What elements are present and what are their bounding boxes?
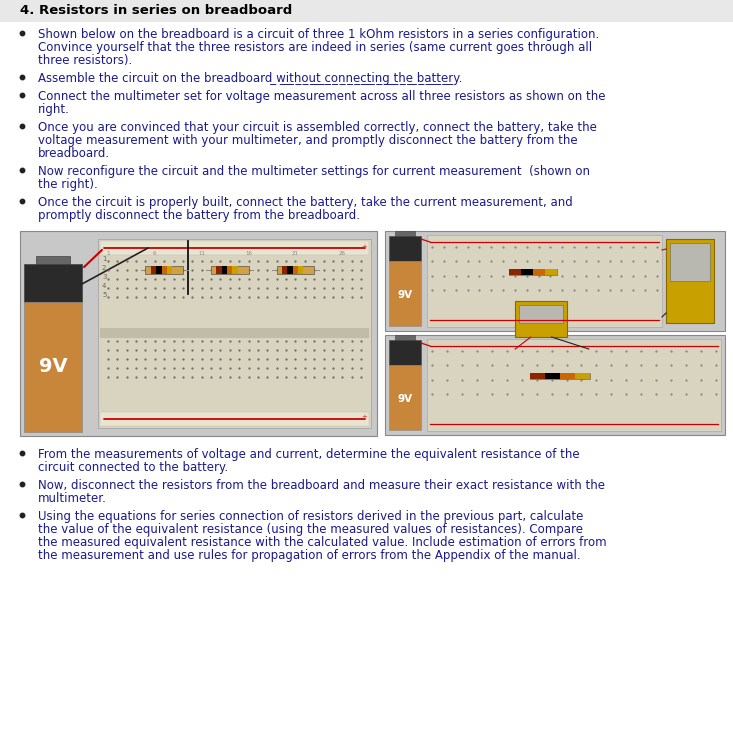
Bar <box>575 373 589 379</box>
Bar <box>216 266 222 274</box>
Bar <box>395 231 415 237</box>
Text: Shown below on the breadboard is a circuit of three 1 kOhm resistors in a series: Shown below on the breadboard is a circu… <box>38 28 600 41</box>
Bar <box>670 243 710 281</box>
Bar <box>292 266 298 274</box>
Text: the measurement and use rules for propagation of errors from the Appendix of the: the measurement and use rules for propag… <box>38 549 581 562</box>
Text: the value of the equivalent resistance (using the measured values of resistances: the value of the equivalent resistance (… <box>38 523 583 536</box>
Bar <box>560 373 575 379</box>
Text: From the measurements of voltage and current, determine the equivalent resistanc: From the measurements of voltage and cur… <box>38 448 580 461</box>
Text: the right).: the right). <box>38 178 97 191</box>
Bar <box>167 266 172 274</box>
Text: 4: 4 <box>102 283 106 289</box>
Bar <box>100 328 369 338</box>
Bar <box>521 269 533 275</box>
Bar <box>427 339 721 431</box>
Bar <box>211 266 248 274</box>
Bar <box>24 302 82 432</box>
Bar <box>389 261 421 326</box>
Text: 26: 26 <box>339 251 346 256</box>
Text: 1: 1 <box>102 256 106 262</box>
Text: promptly disconnect the battery from the breadboard.: promptly disconnect the battery from the… <box>38 209 360 222</box>
Bar <box>36 256 70 266</box>
Bar <box>232 266 237 274</box>
Bar <box>666 239 714 323</box>
Text: 21: 21 <box>292 251 299 256</box>
Text: 2: 2 <box>102 265 106 271</box>
Text: Using the equations for series connection of resistors derived in the previous p: Using the equations for series connectio… <box>38 510 583 523</box>
Bar <box>515 301 567 337</box>
Bar <box>0 0 733 22</box>
Text: 11: 11 <box>198 251 205 256</box>
Bar <box>389 366 421 430</box>
Bar <box>98 239 371 428</box>
Bar <box>100 412 369 426</box>
Text: three resistors).: three resistors). <box>38 54 132 67</box>
Bar <box>287 266 292 274</box>
Text: multimeter.: multimeter. <box>38 492 107 505</box>
Text: Now, disconnect the resistors from the breadboard and measure their exact resist: Now, disconnect the resistors from the b… <box>38 479 605 492</box>
Text: 9V: 9V <box>39 357 67 377</box>
Text: Assemble the circuit on the breadboard ̲w̲i̲t̲h̲o̲u̲t̲ ̲c̲o̲n̲n̲e̲c̲t̲i̲n̲g̲ ̲t̲: Assemble the circuit on the breadboard ̲… <box>38 72 463 85</box>
Text: 3: 3 <box>102 274 106 280</box>
Text: right.: right. <box>38 103 70 116</box>
Text: Convince yourself that the three resistors are indeed in series (same current go: Convince yourself that the three resisto… <box>38 41 592 54</box>
Text: 9V: 9V <box>397 290 413 300</box>
Bar <box>389 236 421 261</box>
Text: 4. Resistors in series on breadboard: 4. Resistors in series on breadboard <box>20 4 292 17</box>
Text: the measured equivalent resistance with the calculated value. Include estimation: the measured equivalent resistance with … <box>38 536 607 549</box>
Text: circuit connected to the battery.: circuit connected to the battery. <box>38 461 228 474</box>
Text: 6: 6 <box>153 251 157 256</box>
Text: +: + <box>361 244 367 250</box>
Bar <box>298 266 303 274</box>
Bar <box>533 269 545 275</box>
Text: +: + <box>361 414 367 420</box>
Bar <box>530 373 589 379</box>
Bar <box>145 266 183 274</box>
Text: 5: 5 <box>102 292 106 298</box>
Bar <box>509 269 556 275</box>
Bar <box>385 335 725 435</box>
Bar <box>227 266 232 274</box>
Bar <box>389 340 421 366</box>
Bar <box>156 266 161 274</box>
Bar <box>509 269 521 275</box>
Bar <box>530 373 545 379</box>
Bar <box>282 266 287 274</box>
Bar <box>24 264 82 302</box>
Bar <box>395 335 415 341</box>
Text: breadboard.: breadboard. <box>38 147 110 160</box>
Bar <box>385 231 725 331</box>
Bar <box>276 266 314 274</box>
Text: Now reconfigure the circuit and the multimeter settings for current measurement : Now reconfigure the circuit and the mult… <box>38 165 590 178</box>
Text: 9V: 9V <box>397 393 413 404</box>
Bar <box>519 305 563 323</box>
Bar <box>545 269 556 275</box>
Text: Connect the multimeter set for voltage measurement across all three resistors as: Connect the multimeter set for voltage m… <box>38 90 605 103</box>
Text: Once the circuit is properly built, connect the battery, take the current measur: Once the circuit is properly built, conn… <box>38 196 572 209</box>
Text: Once you are convinced that your circuit is assembled correctly, connect the bat: Once you are convinced that your circuit… <box>38 121 597 134</box>
Text: 16: 16 <box>245 251 252 256</box>
Bar <box>20 231 377 436</box>
Bar <box>545 373 560 379</box>
Bar <box>151 266 156 274</box>
Bar <box>161 266 167 274</box>
Text: 1: 1 <box>106 251 110 256</box>
Bar <box>427 235 662 327</box>
Bar <box>222 266 227 274</box>
Text: voltage measurement with your multimeter, and promptly disconnect the battery fr: voltage measurement with your multimeter… <box>38 134 578 147</box>
Bar <box>100 241 369 255</box>
